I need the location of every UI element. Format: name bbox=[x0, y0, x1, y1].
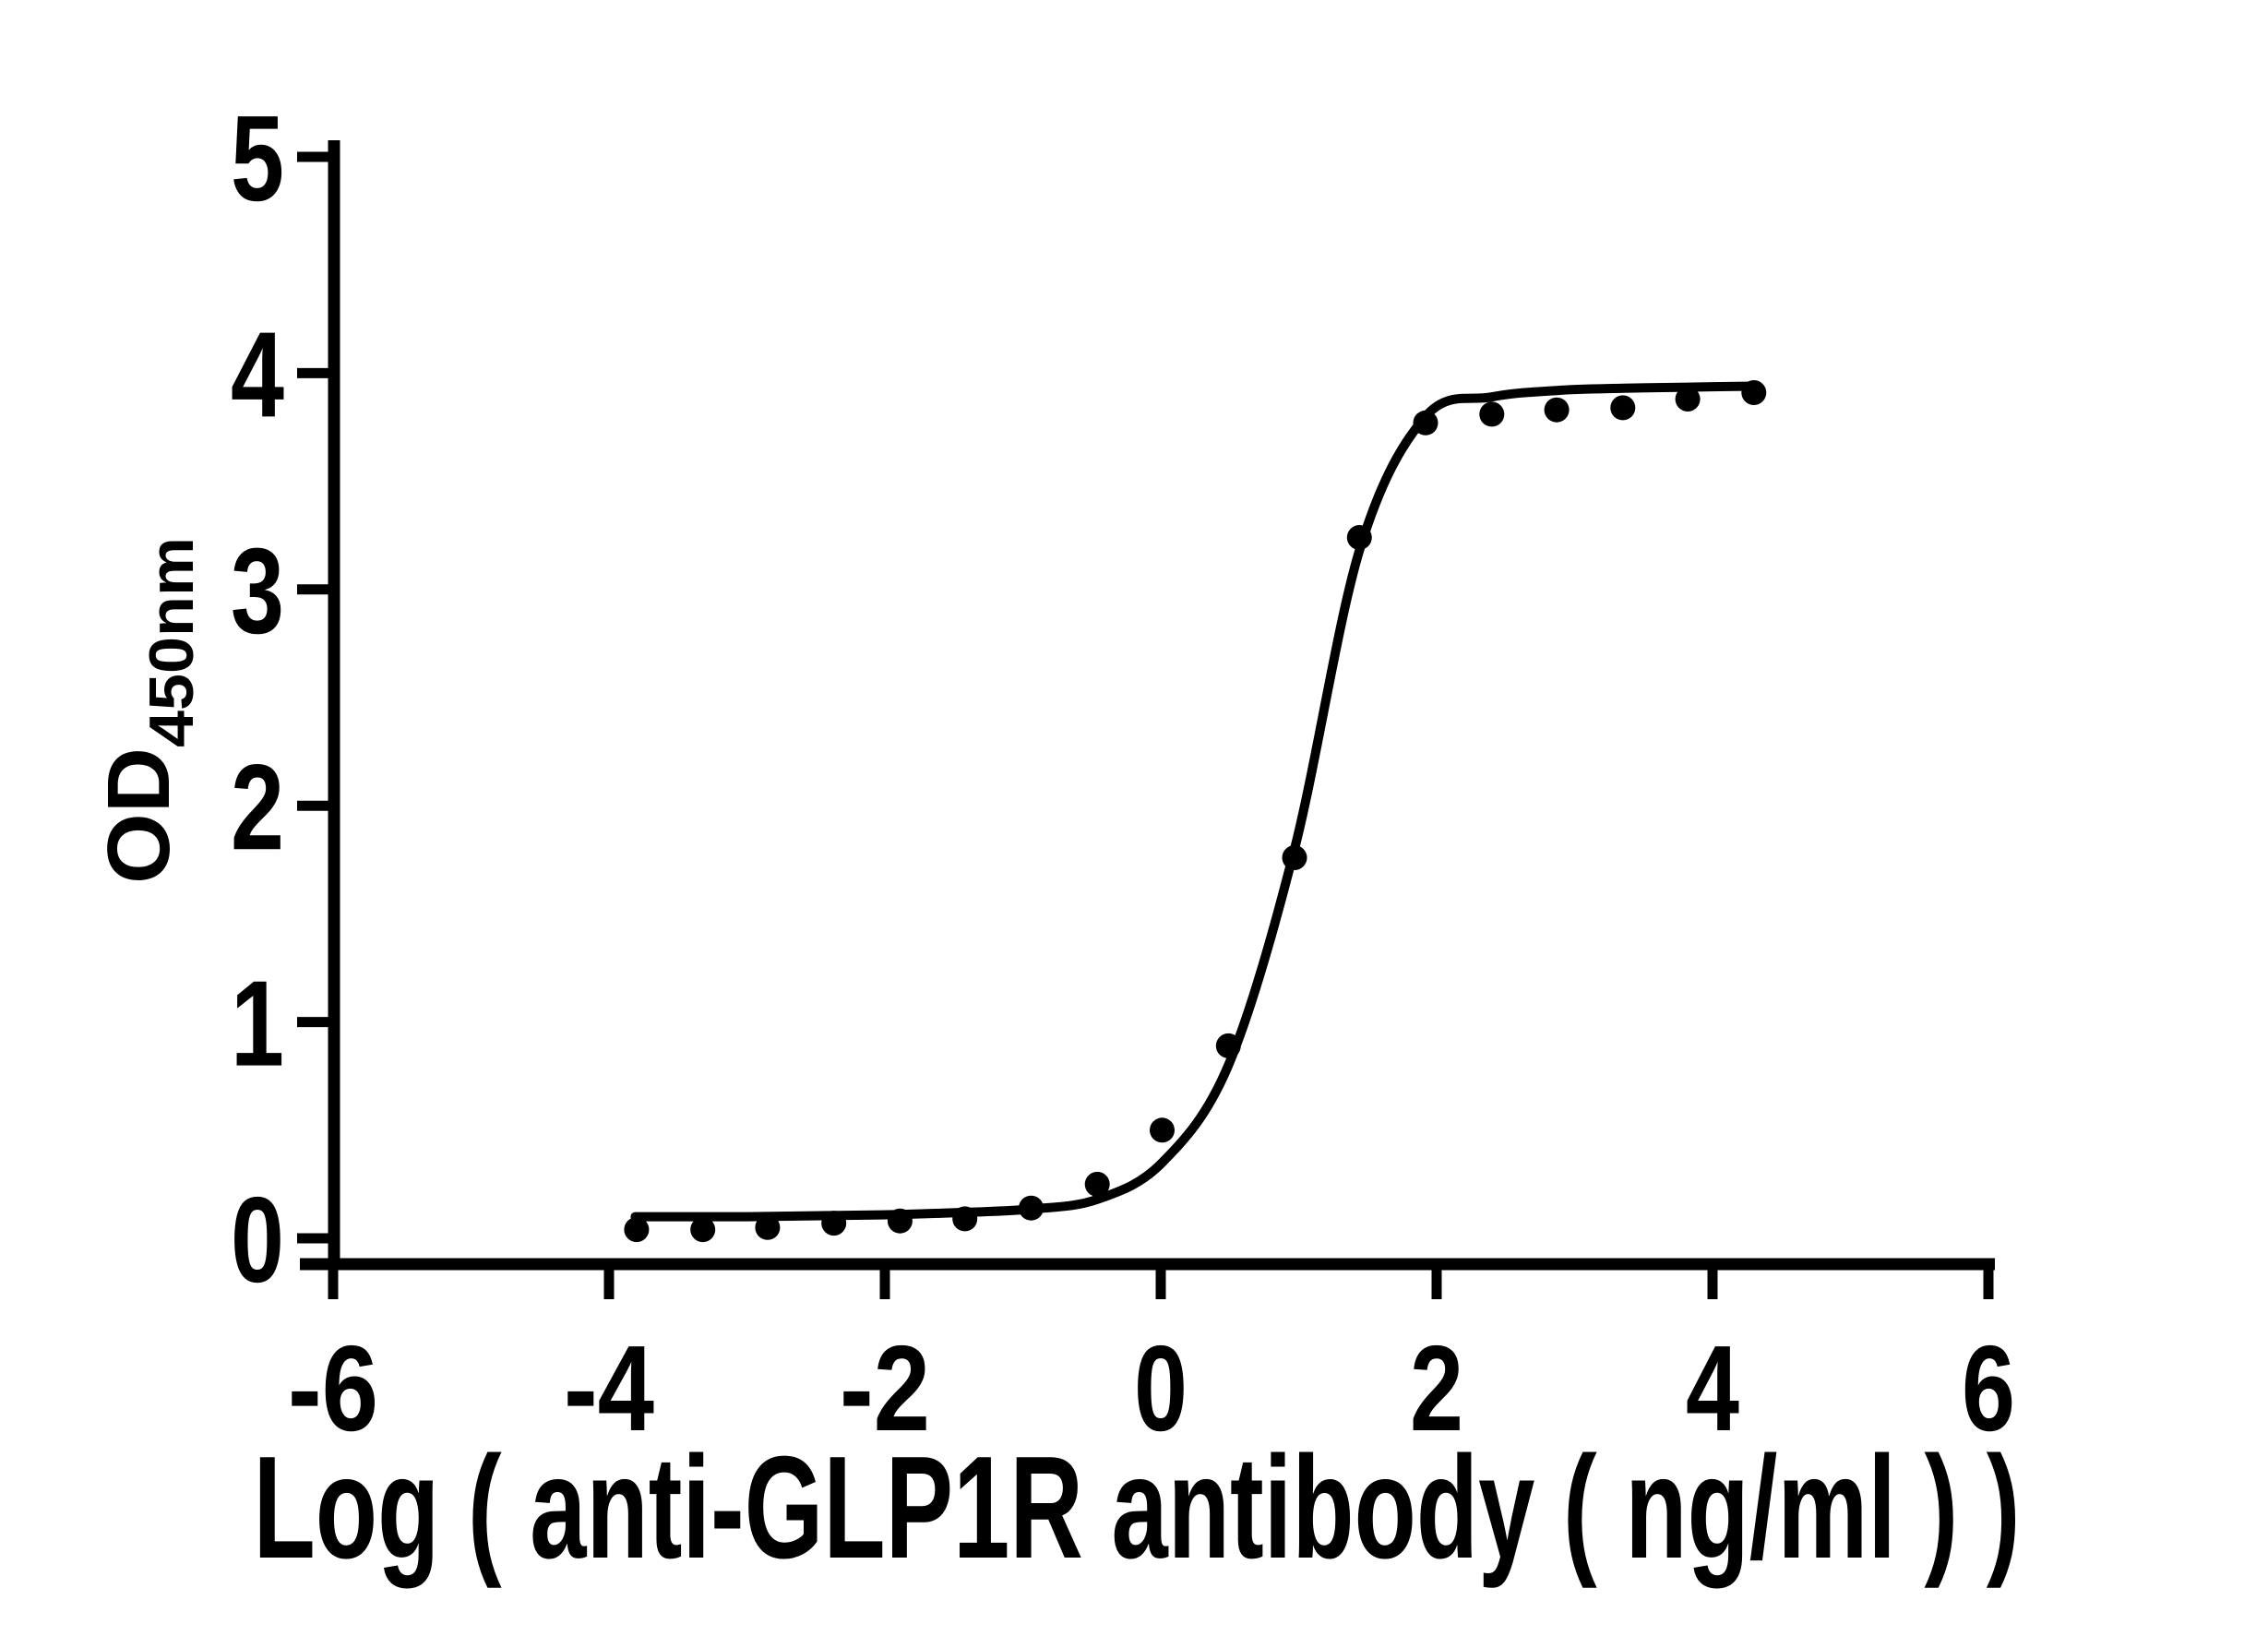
x-tick-label: 6 bbox=[1962, 1320, 2015, 1456]
data-point bbox=[1675, 387, 1701, 412]
data-point bbox=[1282, 845, 1307, 870]
data-point bbox=[1741, 380, 1767, 405]
x-axis-title: Log ( anti-GLP1R antibody ( ng/ml ) ) bbox=[254, 1427, 2021, 1589]
data-point bbox=[1346, 525, 1372, 550]
fit-curve-group bbox=[630, 381, 1759, 1222]
y-axis: 0 1 2 3 4 5 bbox=[231, 90, 340, 1308]
x-tick-label: 0 bbox=[1134, 1320, 1188, 1456]
data-point bbox=[1084, 1171, 1110, 1197]
data-point bbox=[1150, 1117, 1175, 1143]
data-point bbox=[690, 1217, 716, 1243]
y-tick-label: 1 bbox=[231, 956, 284, 1092]
data-point bbox=[624, 1217, 650, 1243]
data-point bbox=[755, 1214, 781, 1240]
y-tick-label: 3 bbox=[231, 523, 284, 659]
fit-curve bbox=[630, 381, 1759, 1222]
x-tick-label: -4 bbox=[564, 1320, 654, 1456]
x-tick-label: -6 bbox=[288, 1320, 378, 1456]
data-point bbox=[1610, 395, 1636, 421]
y-axis-title: OD450nm bbox=[90, 537, 207, 884]
y-tick-label: 4 bbox=[231, 306, 284, 442]
x-axis: -6 -4 -2 0 2 4 6 bbox=[288, 1258, 2015, 1456]
data-point bbox=[887, 1208, 913, 1234]
y-tick-label: 0 bbox=[231, 1172, 284, 1308]
y-axis-title-subscript: 450nm bbox=[137, 537, 207, 747]
x-tick-label: 4 bbox=[1686, 1320, 1739, 1456]
y-tick-label: 2 bbox=[231, 739, 284, 875]
x-tick-label: 2 bbox=[1410, 1320, 1463, 1456]
data-point bbox=[1479, 401, 1505, 427]
data-point bbox=[952, 1206, 978, 1232]
data-point bbox=[821, 1211, 847, 1236]
y-axis-title-main: OD bbox=[90, 747, 188, 884]
data-points-group bbox=[624, 380, 1767, 1243]
data-point bbox=[1215, 1033, 1241, 1058]
y-tick-label: 5 bbox=[231, 90, 284, 226]
data-point bbox=[1544, 397, 1570, 423]
data-point bbox=[1019, 1195, 1044, 1221]
data-point bbox=[1413, 410, 1438, 436]
x-tick-label: -2 bbox=[840, 1320, 930, 1456]
